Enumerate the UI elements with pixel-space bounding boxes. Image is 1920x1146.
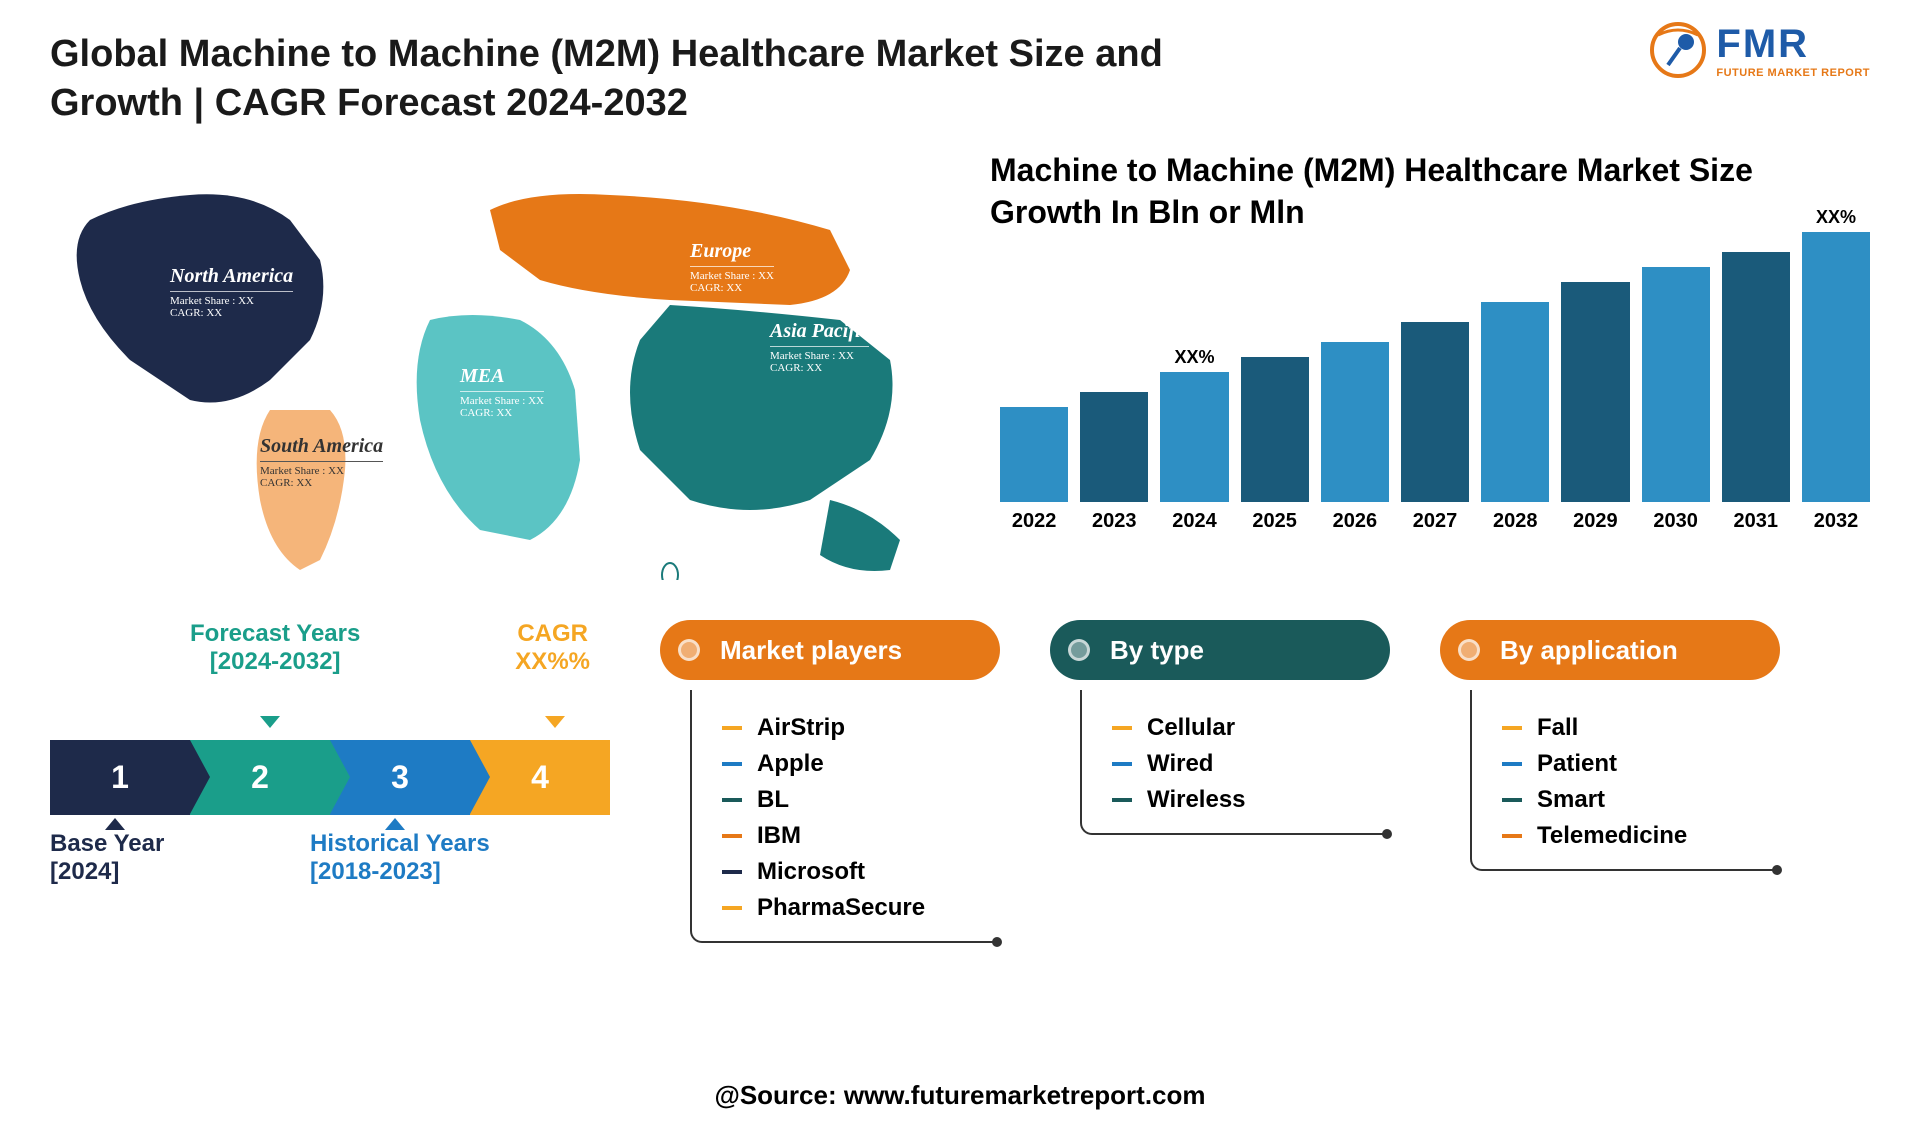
chart-title: Machine to Machine (M2M) Healthcare Mark… — [990, 150, 1870, 233]
forecast-label: Forecast Years [2024-2032] — [190, 620, 360, 676]
list-item: Telemedicine — [1502, 818, 1780, 854]
category-list: CellularWiredWireless — [1080, 690, 1390, 835]
category-header: By application — [1440, 620, 1780, 680]
category-header: By type — [1050, 620, 1390, 680]
by-type-card: By type CellularWiredWireless — [1050, 620, 1390, 835]
list-item: BL — [722, 782, 1000, 818]
list-item: Wireless — [1112, 782, 1390, 818]
region-label-asia-pacific: Asia PacificMarket Share : XXCAGR: XX — [770, 320, 869, 374]
bar-2026: 2026 — [1321, 342, 1389, 533]
timeline: Forecast Years [2024-2032] CAGR XX%% 123… — [50, 620, 610, 910]
bar-2030: 2030 — [1642, 267, 1710, 533]
by-application-card: By application FallPatientSmartTelemedici… — [1440, 620, 1780, 871]
bar-2022: 2022 — [1000, 407, 1068, 533]
list-item: AirStrip — [722, 710, 1000, 746]
logo-subtitle: FUTURE MARKET REPORT — [1716, 67, 1870, 79]
bar-2025: 2025 — [1241, 357, 1309, 533]
list-item: Microsoft — [722, 854, 1000, 890]
logo-text: FMR — [1716, 22, 1870, 67]
bar-2023: 2023 — [1080, 392, 1148, 533]
category-list: FallPatientSmartTelemedicine — [1470, 690, 1780, 871]
fmr-logo: FMR FUTURE MARKET REPORT — [1648, 20, 1870, 80]
list-item: Cellular — [1112, 710, 1390, 746]
base-year-label: Base Year [2024] — [50, 830, 164, 886]
market-players-card: Market players AirStripAppleBLIBMMicrosof… — [660, 620, 1000, 943]
bar-2024: XX%2024 — [1160, 372, 1228, 533]
source-attribution: @Source: www.futuremarketreport.com — [714, 1080, 1205, 1111]
region-label-south-america: South AmericaMarket Share : XXCAGR: XX — [260, 435, 383, 489]
timeline-segment-3: 3 — [330, 740, 470, 815]
bar-2027: 2027 — [1401, 322, 1469, 533]
page-title: Global Machine to Machine (M2M) Healthca… — [50, 30, 1200, 129]
historical-label: Historical Years [2018-2023] — [310, 830, 490, 886]
timeline-segment-2: 2 — [190, 740, 330, 815]
list-item: Wired — [1112, 746, 1390, 782]
bar-2028: 2028 — [1481, 302, 1549, 533]
bar-2032: XX%2032 — [1802, 232, 1870, 533]
region-label-europe: EuropeMarket Share : XXCAGR: XX — [690, 240, 774, 294]
bar-2029: 2029 — [1561, 282, 1629, 533]
category-list: AirStripAppleBLIBMMicrosoftPharmaSecure — [690, 690, 1000, 943]
cagr-label: CAGR XX%% — [515, 620, 590, 676]
list-item: Smart — [1502, 782, 1780, 818]
region-label-north-america: North AmericaMarket Share : XXCAGR: XX — [170, 265, 293, 319]
list-item: Fall — [1502, 710, 1780, 746]
timeline-segment-1: 1 — [50, 740, 190, 815]
list-item: IBM — [722, 818, 1000, 854]
bar-chart: Machine to Machine (M2M) Healthcare Mark… — [990, 150, 1870, 550]
region-label-mea: MEAMarket Share : XXCAGR: XX — [460, 365, 544, 419]
timeline-segment-4: 4 — [470, 740, 610, 815]
bar-2031: 2031 — [1722, 252, 1790, 533]
list-item: PharmaSecure — [722, 890, 1000, 926]
world-map: North AmericaMarket Share : XXCAGR: XX So… — [50, 160, 950, 580]
category-header: Market players — [660, 620, 1000, 680]
list-item: Patient — [1502, 746, 1780, 782]
list-item: Apple — [722, 746, 1000, 782]
logo-icon — [1648, 20, 1708, 80]
